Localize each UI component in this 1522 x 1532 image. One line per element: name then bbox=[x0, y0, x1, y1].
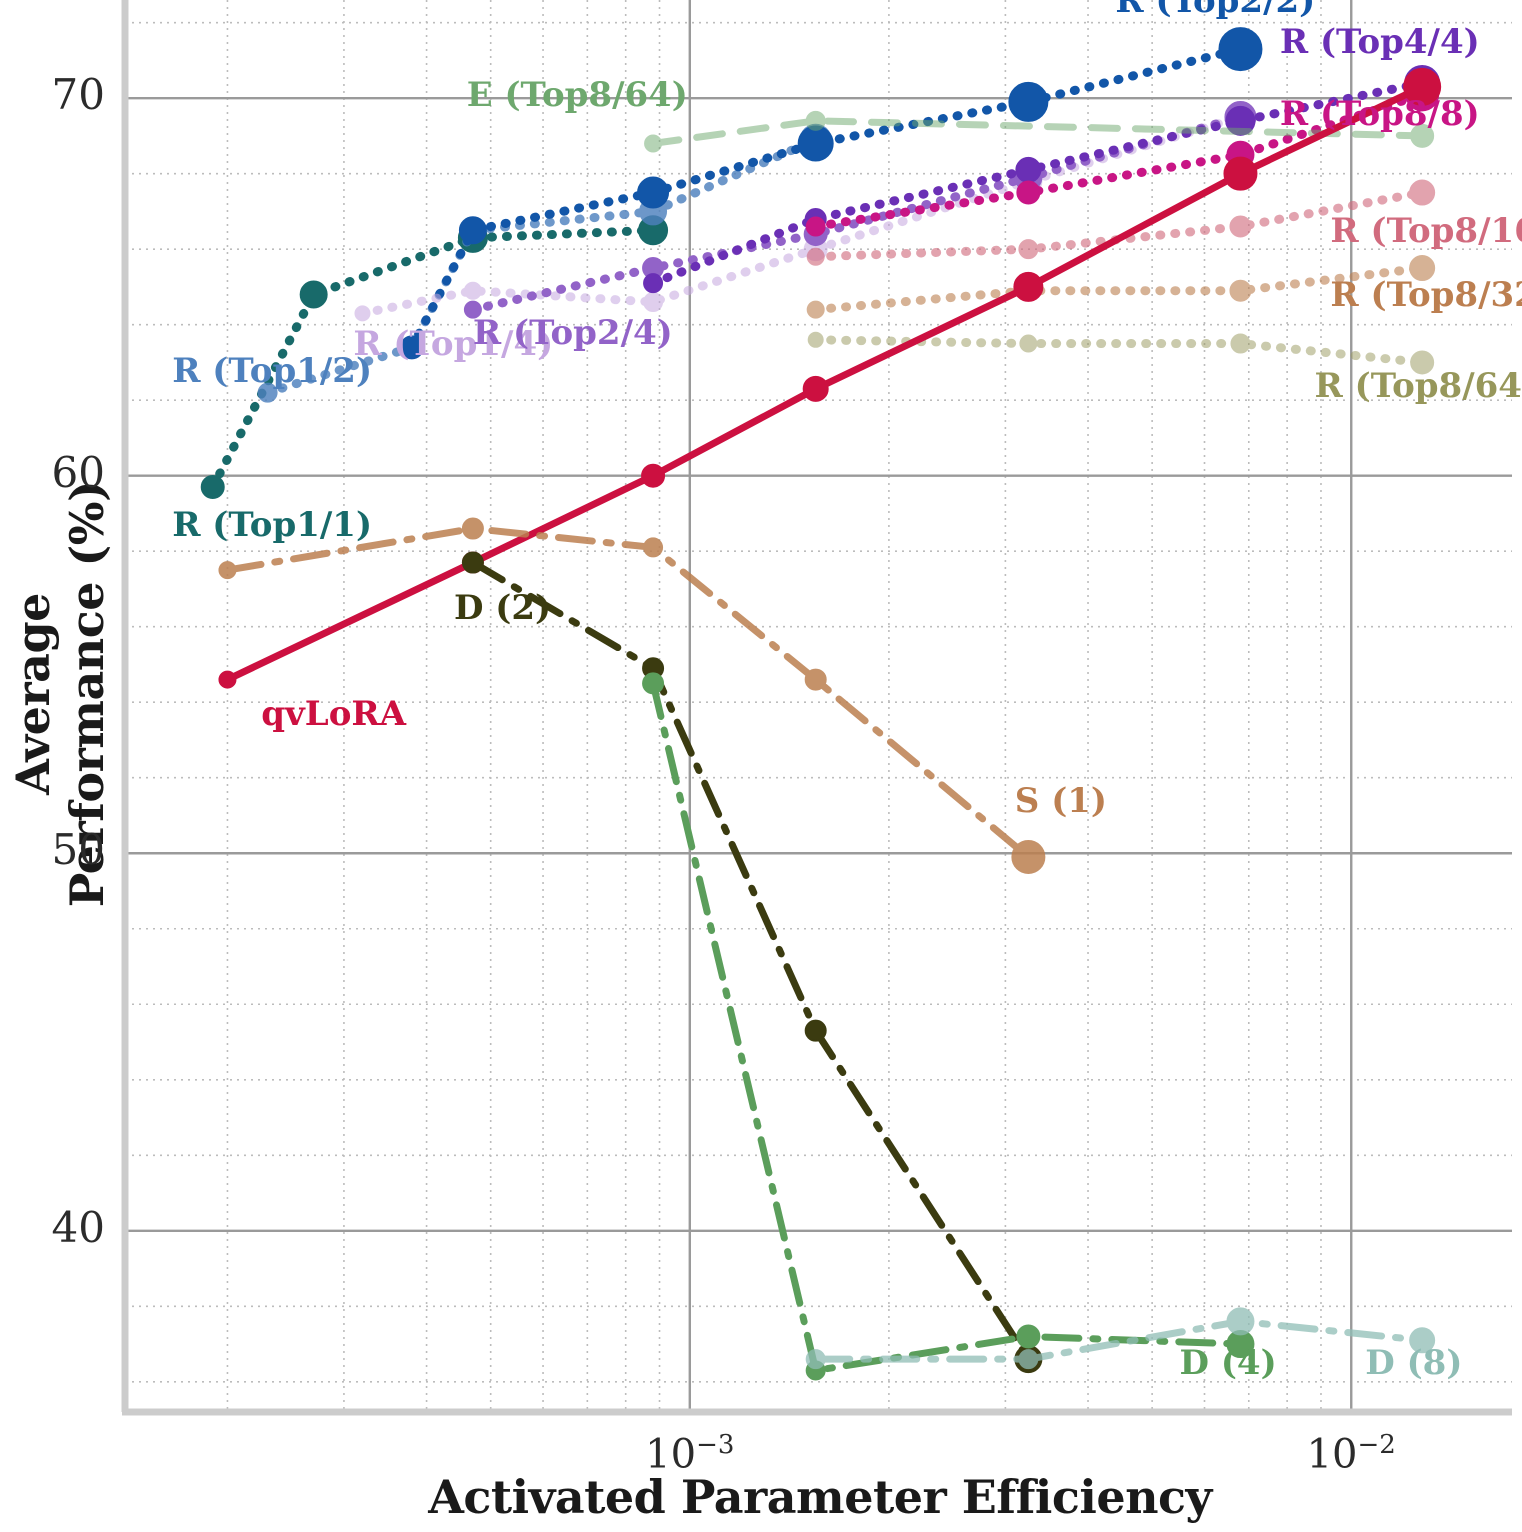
data-point bbox=[804, 1019, 827, 1042]
data-point bbox=[641, 463, 666, 488]
series-line bbox=[812, 1317, 1426, 1363]
data-point bbox=[1409, 1327, 1436, 1354]
gridlines-major bbox=[125, 0, 1512, 1412]
data-point bbox=[806, 300, 825, 319]
series-r-top2-2 bbox=[399, 27, 1263, 360]
x-tick-label: 10−3 bbox=[645, 1430, 735, 1478]
data-point bbox=[802, 375, 829, 402]
data-point bbox=[644, 134, 663, 153]
y-tick-label: 70 bbox=[51, 70, 105, 120]
data-point bbox=[1008, 81, 1049, 122]
y-axis-label: Average Performance (%) bbox=[6, 480, 114, 908]
data-point bbox=[461, 517, 484, 540]
data-point bbox=[1013, 271, 1044, 302]
y-tick-label: 50 bbox=[51, 825, 105, 875]
data-point bbox=[1218, 27, 1263, 72]
series-s-1 bbox=[218, 517, 1046, 875]
data-point bbox=[1016, 180, 1041, 205]
series-group bbox=[200, 27, 1442, 1381]
series-line bbox=[811, 89, 1427, 232]
data-point bbox=[805, 110, 826, 131]
series-label-r-top1-1: R (Top1/1) bbox=[172, 505, 373, 546]
series-line bbox=[811, 188, 1427, 262]
data-point bbox=[218, 670, 237, 689]
data-point bbox=[299, 280, 328, 309]
data-point bbox=[1016, 1324, 1041, 1349]
data-point bbox=[806, 247, 825, 266]
data-point bbox=[1409, 179, 1436, 206]
data-point bbox=[200, 475, 225, 500]
data-point bbox=[797, 125, 834, 162]
y-tick-label: 40 bbox=[51, 1202, 105, 1252]
data-point bbox=[643, 292, 664, 313]
series-label-r-top2-2: R (Top2/2) bbox=[1115, 0, 1316, 21]
data-point bbox=[642, 672, 665, 695]
data-point bbox=[637, 176, 670, 209]
series-line bbox=[649, 117, 1426, 147]
data-point bbox=[805, 216, 826, 237]
series-line bbox=[357, 112, 1245, 318]
data-point bbox=[463, 281, 482, 300]
data-point bbox=[399, 335, 424, 360]
data-point bbox=[1230, 333, 1251, 354]
data-point bbox=[1410, 123, 1435, 148]
series-label-e-top8-64: E (Top8/64) bbox=[466, 74, 688, 115]
series-e-top8-64 bbox=[644, 110, 1435, 153]
data-point bbox=[1018, 1349, 1039, 1370]
data-point bbox=[807, 331, 824, 348]
series-line bbox=[407, 44, 1245, 352]
data-point bbox=[1403, 67, 1442, 106]
data-point bbox=[1226, 1307, 1255, 1336]
data-point bbox=[257, 382, 278, 403]
x-tick-label: 10−2 bbox=[1306, 1430, 1396, 1478]
series-d-8 bbox=[805, 1307, 1436, 1370]
x-axis-label: Activated Parameter Efficiency bbox=[428, 1470, 1212, 1524]
data-point bbox=[1018, 239, 1039, 260]
data-point bbox=[1019, 334, 1038, 353]
data-point bbox=[461, 551, 484, 574]
series-label-r-top8-64: R (Top8/64) bbox=[1314, 365, 1522, 406]
series-label-r-top4-4: R (Top4/4) bbox=[1279, 22, 1480, 63]
data-point bbox=[458, 216, 487, 245]
data-point bbox=[1229, 215, 1252, 238]
series-label-r-top2-4: R (Top2/4) bbox=[472, 312, 673, 353]
series-label-d-8: D (8) bbox=[1365, 1343, 1463, 1384]
series-label-r-top8-8: R (Top8/8) bbox=[1279, 93, 1480, 134]
data-point bbox=[218, 561, 237, 580]
data-point bbox=[1409, 255, 1436, 282]
series-label-r-top1-4: R (Top1/4) bbox=[353, 324, 554, 365]
data-point bbox=[804, 668, 827, 691]
data-point bbox=[805, 1349, 826, 1370]
series-label-s-1: S (1) bbox=[1014, 780, 1108, 821]
data-point bbox=[1229, 279, 1252, 302]
data-point bbox=[643, 537, 664, 558]
series-label-r-top8-32: R (Top8/32) bbox=[1330, 275, 1522, 316]
data-point bbox=[463, 300, 482, 319]
series-label-d-4: D (4) bbox=[1179, 1343, 1277, 1384]
series-label-d-2: D (2) bbox=[453, 588, 552, 629]
data-point bbox=[1015, 156, 1042, 183]
series-line bbox=[469, 559, 1032, 1363]
y-tick-label: 60 bbox=[51, 447, 105, 497]
data-point bbox=[354, 305, 371, 322]
data-point bbox=[1410, 350, 1435, 375]
series-line bbox=[811, 263, 1427, 315]
series-label-qvlora: qvLoRA bbox=[261, 694, 407, 735]
data-point bbox=[643, 273, 664, 294]
data-point bbox=[1223, 156, 1258, 191]
series-label-r-top1-2: R (Top1/2) bbox=[172, 350, 373, 391]
series-label-r-top8-16: R (Top8/16) bbox=[1330, 210, 1522, 251]
data-point bbox=[1011, 840, 1046, 875]
series-r-top8-16 bbox=[806, 179, 1436, 266]
